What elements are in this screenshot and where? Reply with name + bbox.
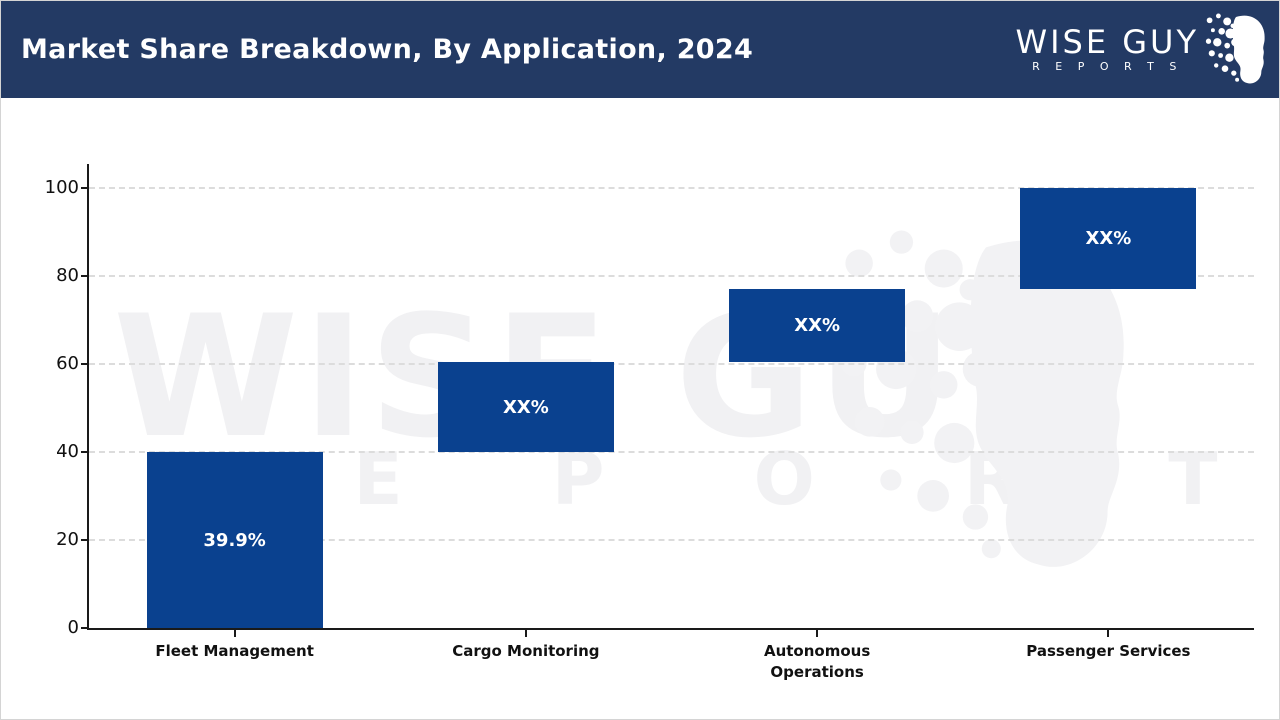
wiseguy-head-icon	[1205, 12, 1265, 83]
y-tick-label: 40	[56, 441, 79, 462]
logo-subtext: R E P O R T S	[1032, 60, 1183, 74]
x-category-label-passenger-services: Passenger Services	[1026, 642, 1191, 660]
y-axis-line	[87, 164, 89, 630]
bar-fleet-management: 39.9%	[146, 452, 323, 628]
y-tick-label: 60	[56, 353, 79, 374]
bar-passenger-services: XX%	[1020, 188, 1197, 289]
gridline-40	[89, 451, 1254, 453]
bar-value-label: 39.9%	[203, 529, 266, 551]
bar-value-label: XX%	[794, 314, 841, 336]
watermark-head-graphic	[841, 230, 1124, 567]
x-category-label-cargo-monitoring: Cargo Monitoring	[452, 642, 600, 660]
bar-cargo-monitoring: XX%	[437, 361, 614, 453]
bar-autonomous-operations: XX%	[729, 288, 906, 362]
x-tick-mark	[524, 630, 527, 637]
y-tick-mark	[81, 539, 88, 541]
y-tick-label: 80	[56, 265, 79, 286]
x-category-label-fleet-management: Fleet Management	[155, 642, 314, 660]
gridline-20	[89, 539, 1254, 541]
x-axis-line	[87, 628, 1254, 630]
y-tick-label: 20	[56, 529, 79, 550]
gridline-80	[89, 275, 1254, 277]
logo-text: WISE GUY R E P O R T S	[1015, 22, 1199, 74]
bar-value-label: XX%	[1085, 227, 1132, 249]
x-tick-mark	[233, 630, 236, 637]
y-tick-mark	[81, 363, 88, 365]
wiseguy-logo: WISE GUY R E P O R T S	[1015, 11, 1269, 89]
x-tick-mark	[816, 630, 819, 637]
gridline-60	[89, 363, 1254, 365]
x-tick-mark	[1107, 630, 1110, 637]
y-tick-mark	[81, 187, 88, 189]
gridline-100	[89, 187, 1254, 189]
y-tick-label: 0	[67, 617, 79, 638]
header: Market Share Breakdown, By Application, …	[1, 1, 1279, 98]
logo-wordmark: WISE GUY	[1015, 22, 1199, 61]
y-tick-mark	[81, 275, 88, 277]
bar-value-label: XX%	[502, 396, 549, 418]
y-tick-mark	[81, 451, 88, 453]
page-title: Market Share Breakdown, By Application, …	[21, 34, 754, 65]
y-tick-mark	[81, 627, 88, 629]
x-category-label-autonomous-operations: Autonomous Operations	[763, 642, 871, 681]
y-tick-label: 100	[44, 177, 79, 198]
